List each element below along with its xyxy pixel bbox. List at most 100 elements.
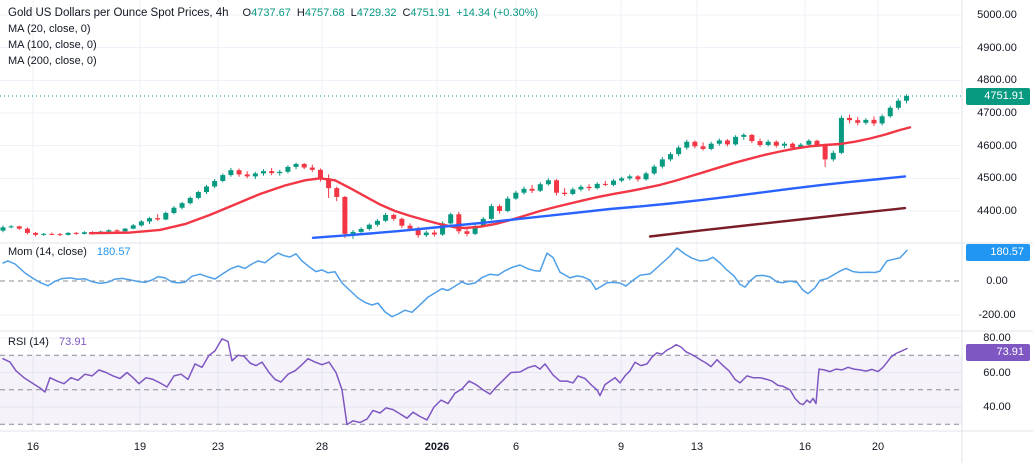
- rsi-value: 73.91: [59, 336, 87, 348]
- candle-body: [570, 189, 576, 195]
- candle-body: [285, 166, 291, 172]
- candle-body: [195, 192, 201, 198]
- candle-body: [708, 143, 714, 149]
- candle-body: [431, 232, 437, 235]
- candle-body: [521, 188, 527, 193]
- legend: Gold US Dollars per Ounce Spot Prices, 4…: [8, 5, 538, 69]
- candle-body: [619, 178, 625, 181]
- candle-body: [838, 117, 844, 153]
- candle-body: [855, 120, 861, 123]
- candle-body: [49, 233, 55, 235]
- axis-tick-label: 4800.00: [977, 74, 1017, 87]
- candle-body: [830, 152, 836, 160]
- candle-body: [260, 171, 266, 174]
- candle-body: [220, 175, 226, 181]
- candle-body: [586, 186, 592, 189]
- time-tick-label: 6: [512, 441, 520, 453]
- axis-tick-label: 60.00: [983, 366, 1011, 379]
- candle-body: [415, 228, 421, 236]
- rsi-indicator-label[interactable]: RSI (14) 73.91: [8, 336, 87, 348]
- candle-body: [651, 166, 657, 174]
- candle-body: [236, 170, 242, 175]
- rsi-name: RSI (14): [8, 336, 49, 348]
- time-tick-label: 2026: [424, 441, 450, 453]
- axis-tick-label: -200.00: [978, 309, 1016, 321]
- candle-body: [440, 223, 446, 235]
- candle-body: [659, 159, 665, 167]
- candle-body: [554, 180, 560, 193]
- low-label: L: [350, 7, 357, 19]
- rsi-line: [2, 338, 908, 426]
- candle-body: [684, 141, 690, 148]
- candle-body: [545, 180, 551, 185]
- candle-body: [147, 218, 153, 222]
- candle-body: [602, 183, 608, 185]
- candle-body: [822, 145, 828, 160]
- candle-body: [277, 171, 283, 174]
- rsi-badge: 73.91: [966, 344, 1030, 361]
- candle-body: [16, 226, 22, 229]
- candle-body: [904, 96, 910, 101]
- candle-body: [399, 218, 405, 226]
- candle-body: [244, 174, 250, 177]
- close-value: 4751.91: [410, 7, 451, 19]
- candle-body: [122, 228, 128, 232]
- ma100-line: [311, 175, 907, 240]
- axis-tick-label: 0.00: [986, 275, 1008, 287]
- momentum-name: Mom (14, close): [8, 246, 87, 258]
- axis-tick-label: 4700.00: [977, 107, 1017, 119]
- ma200-legend-row[interactable]: MA (200, close, 0): [8, 55, 97, 67]
- candle-body: [513, 192, 519, 199]
- candle-body: [562, 192, 568, 195]
- candle-body: [383, 214, 389, 221]
- time-tick-label: 20: [871, 441, 885, 453]
- candle-body: [643, 173, 649, 180]
- symbol-legend-row[interactable]: Gold US Dollars per Ounce Spot Prices, 4…: [8, 5, 538, 21]
- candle-body: [529, 188, 535, 191]
- candle-body: [350, 231, 356, 234]
- time-tick-label: 13: [690, 441, 704, 453]
- candle-body: [228, 170, 234, 176]
- candle-body: [57, 234, 63, 236]
- candle-body: [806, 140, 812, 145]
- candle-body: [301, 163, 307, 168]
- candle-body: [407, 225, 413, 229]
- ma20-legend-row[interactable]: MA (20, close, 0): [8, 23, 91, 35]
- momentum-badge: 180.57: [966, 243, 1030, 261]
- candle-body: [676, 147, 682, 155]
- candle-body: [611, 180, 616, 185]
- candle-body: [155, 218, 161, 220]
- candle-body: [212, 180, 218, 187]
- ma100-legend-row[interactable]: MA (100, close, 0): [8, 39, 97, 51]
- time-tick-label: 16: [798, 441, 812, 453]
- candle-body: [41, 233, 47, 235]
- candle-body: [700, 146, 706, 149]
- candle-body: [871, 119, 877, 124]
- candle-body: [472, 226, 478, 234]
- candle-body: [497, 206, 503, 211]
- candle-body: [0, 227, 6, 231]
- candle-body: [65, 232, 71, 235]
- candle-body: [790, 143, 796, 148]
- candle-body: [252, 173, 258, 177]
- candle-body: [627, 176, 633, 179]
- candle-body: [895, 100, 901, 108]
- candle-body: [114, 230, 120, 232]
- candle-body: [749, 134, 755, 142]
- candle-body: [505, 198, 511, 211]
- low-value: 4729.32: [356, 7, 397, 19]
- candle-body: [635, 176, 641, 180]
- candle-body: [8, 226, 14, 228]
- axis-tick-label: 4500.00: [977, 172, 1017, 185]
- candle-body: [391, 214, 397, 219]
- candle-body: [204, 186, 209, 193]
- axis-tick-label: 80.00: [983, 332, 1011, 344]
- candle-body: [317, 169, 323, 179]
- ma200-line: [648, 206, 907, 238]
- candle-body: [798, 144, 804, 148]
- momentum-indicator-label[interactable]: Mom (14, close) 180.57: [8, 246, 131, 258]
- time-tick-label: 9: [617, 441, 625, 453]
- close-label: C: [402, 7, 411, 19]
- candle-body: [24, 228, 30, 233]
